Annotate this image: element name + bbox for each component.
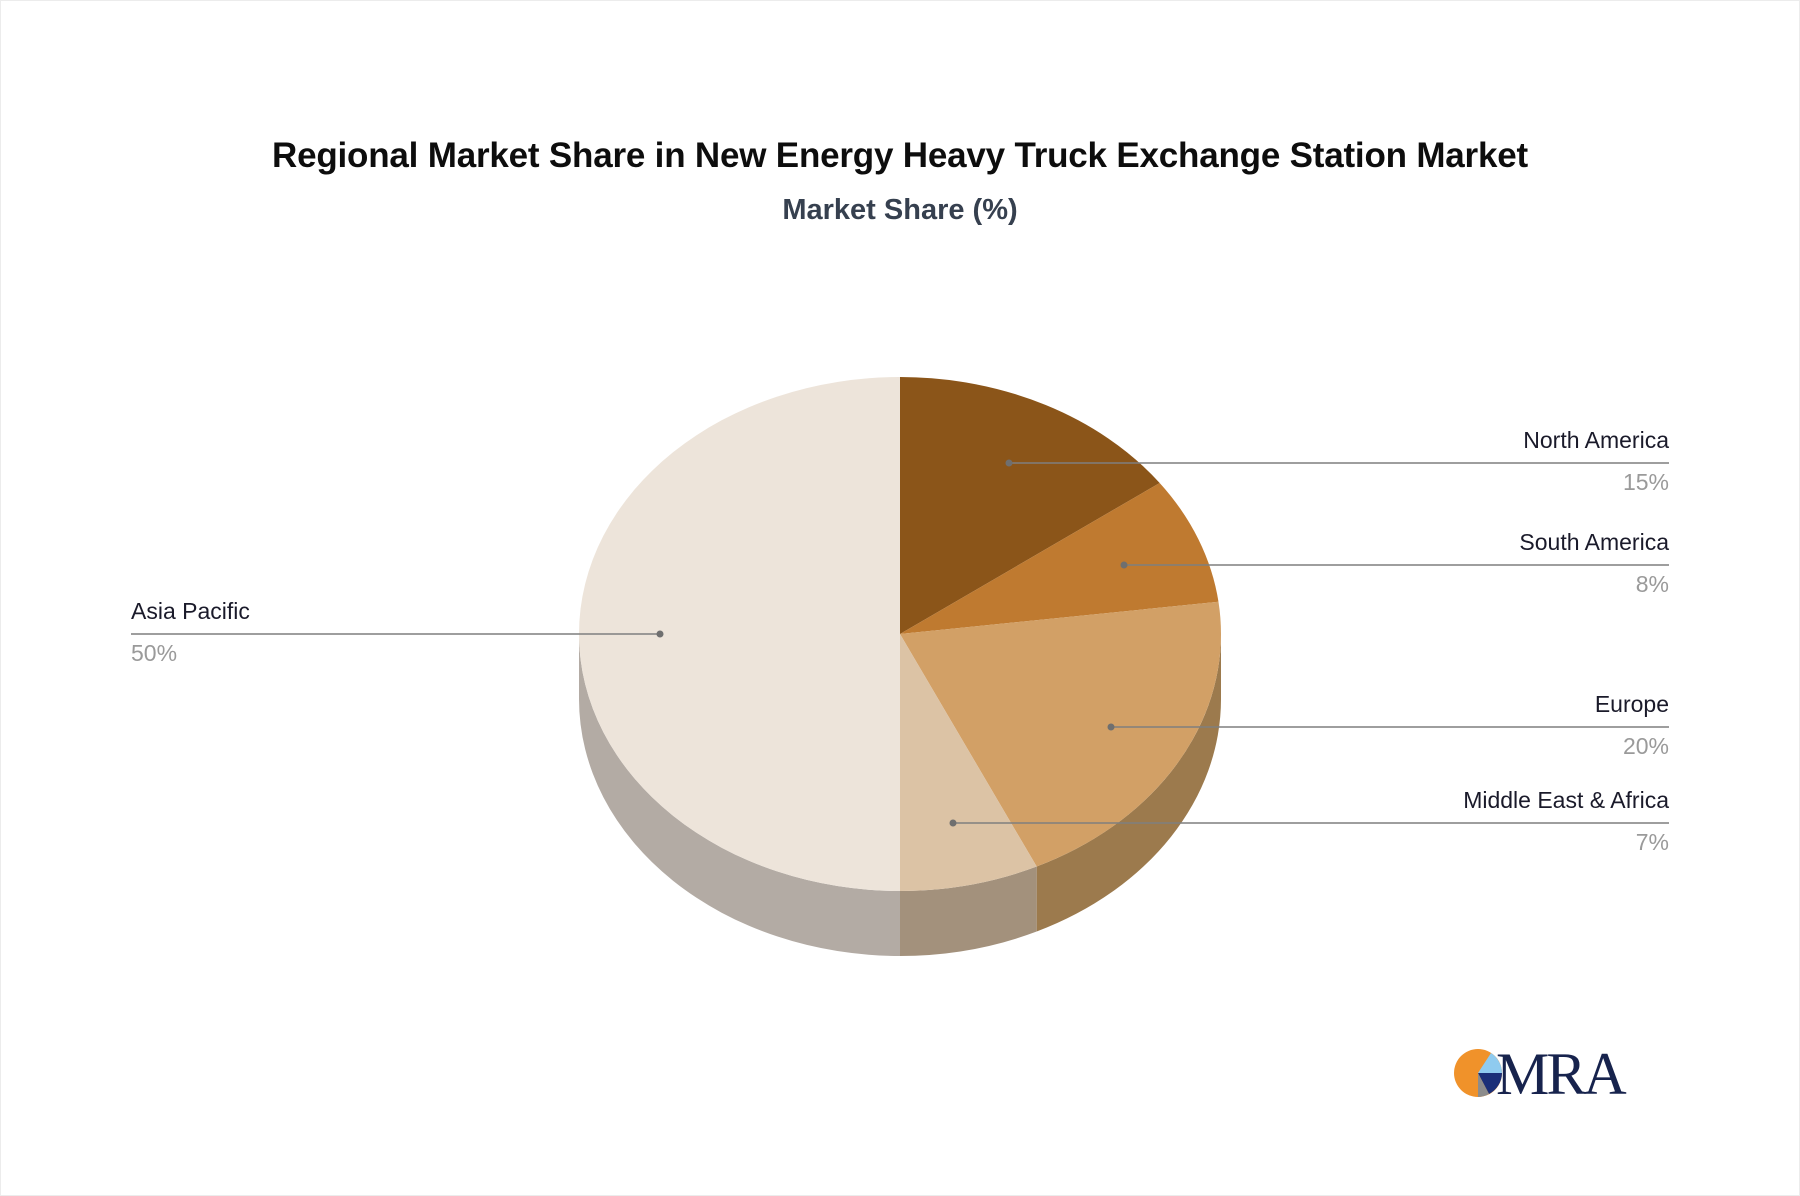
pie-slice-asia-pacific[interactable] [579,377,900,891]
label-north-america: North America [1523,427,1669,453]
chart-subtitle: Market Share (%) [782,194,1018,226]
value-north-america: 15% [1622,469,1669,495]
pie-slice-south-america[interactable] [900,482,1219,634]
pie-side-3 [900,866,1037,956]
pie-side-4 [579,634,900,956]
pie-slices [579,377,1221,891]
value-asia-pacific: 50% [131,640,178,666]
pie-sides [579,634,1221,956]
label-asia-pacific: Asia Pacific [131,598,250,624]
pie-logo-icon [1454,1049,1502,1097]
pie-slice-middle-east-africa[interactable] [900,634,1037,891]
value-europe: 20% [1622,733,1669,759]
label-europe: Europe [1594,691,1669,717]
label-middle-east-africa: Middle East & Africa [1463,787,1669,813]
value-south-america: 8% [1635,571,1669,597]
value-middle-east-africa: 7% [1635,829,1669,855]
callout-lines [131,459,1669,827]
label-south-america: South America [1519,529,1669,555]
pie-slice-north-america[interactable] [900,377,1160,634]
chart-title: Regional Market Share in New Energy Heav… [272,136,1528,175]
pie-slice-europe[interactable] [900,601,1221,867]
pie-side-2 [1036,634,1221,932]
logo-text: MRA [1496,1041,1627,1107]
mra-logo: MRA [1452,1041,1642,1107]
